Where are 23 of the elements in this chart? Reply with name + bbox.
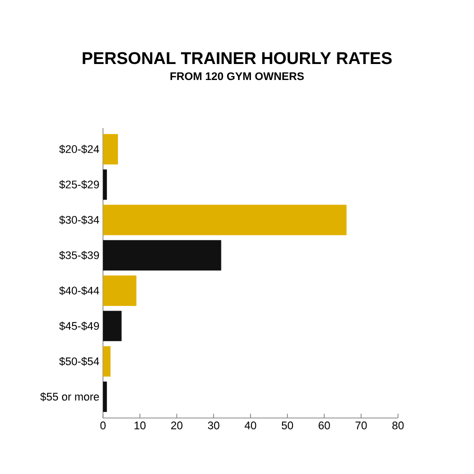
bar	[103, 134, 118, 164]
x-tick-label: 10	[134, 422, 146, 430]
y-tick-label: $45-$49	[59, 322, 99, 331]
bar	[103, 275, 136, 306]
y-tick-label: $40-$44	[59, 286, 100, 296]
bar	[103, 240, 222, 271]
chart-title: PERSONAL TRAINER HOURLY RATES	[82, 52, 392, 64]
bar	[103, 382, 107, 412]
y-tick-label: $30-$34	[59, 216, 100, 224]
x-tick-label: 0	[100, 422, 106, 430]
y-tick-label: $35-$39	[59, 250, 99, 260]
x-tick-label: 60	[318, 422, 330, 430]
y-tick-label: $55 or more	[40, 392, 99, 402]
x-tick-label: 80	[392, 422, 404, 430]
x-tick-label: 40	[244, 422, 256, 430]
x-tick-label: 30	[208, 422, 220, 430]
x-tick-label: 50	[282, 422, 294, 430]
x-tick-label: 20	[171, 422, 182, 430]
y-tick-label: $20-$24	[59, 144, 100, 154]
y-tick-label: $25-$29	[59, 180, 99, 190]
chart-subtitle: FROM 120 GYM OWNERS	[170, 72, 304, 80]
x-tick-label: 70	[356, 422, 367, 430]
y-tick-label: $50-$54	[59, 356, 100, 366]
